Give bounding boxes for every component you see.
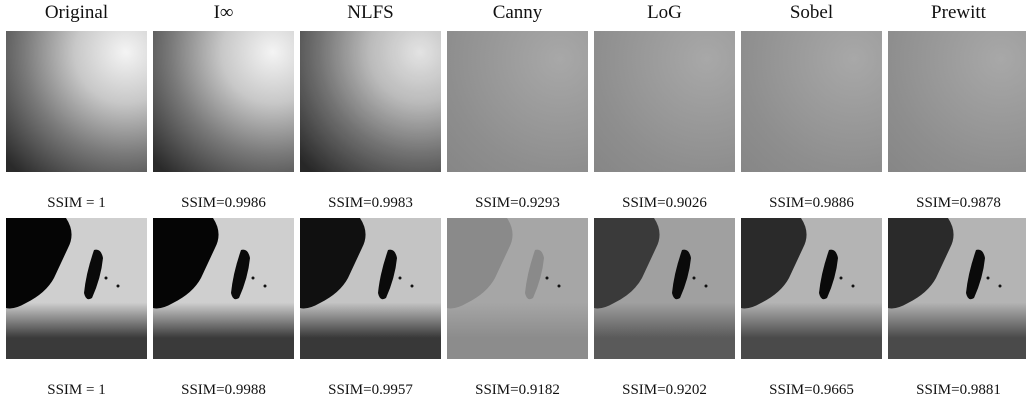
result-image [888, 218, 1026, 359]
result-image [447, 218, 588, 359]
column-title: Sobel [741, 2, 882, 24]
column-title: LoG [594, 2, 735, 24]
ssim-label: SSIM=0.9878 [888, 195, 1026, 212]
result-image [300, 31, 441, 172]
column-title: Original [6, 2, 147, 24]
ssim-label: SSIM=0.9957 [300, 382, 441, 399]
result-image [741, 218, 882, 359]
ssim-label: SSIM=0.9986 [153, 195, 294, 212]
column-title: Prewitt [888, 2, 1026, 24]
result-image [594, 31, 735, 172]
ssim-label: SSIM=0.9182 [447, 382, 588, 399]
result-image [594, 218, 735, 359]
ssim-label: SSIM=0.9665 [741, 382, 882, 399]
ssim-label: SSIM=0.9988 [153, 382, 294, 399]
ssim-label: SSIM=0.9886 [741, 195, 882, 212]
result-image [888, 31, 1026, 172]
ssim-label: SSIM=0.9026 [594, 195, 735, 212]
result-image [447, 31, 588, 172]
ssim-label: SSIM=0.9983 [300, 195, 441, 212]
result-image [6, 218, 147, 359]
figure: Original SSIM = 1 SSIM = 1 I∞ SSIM=0.9986 S… [0, 0, 1026, 408]
result-image [153, 31, 294, 172]
ssim-label: SSIM=0.9881 [888, 382, 1026, 399]
ssim-label: SSIM = 1 [6, 195, 147, 212]
column-title: NLFS [300, 2, 441, 24]
column-title: I∞ [153, 2, 294, 24]
result-image [300, 218, 441, 359]
ssim-label: SSIM=0.9293 [447, 195, 588, 212]
result-image [741, 31, 882, 172]
result-image [153, 218, 294, 359]
ssim-label: SSIM=0.9202 [594, 382, 735, 399]
ssim-label: SSIM = 1 [6, 382, 147, 399]
result-image [6, 31, 147, 172]
column-title: Canny [447, 2, 588, 24]
